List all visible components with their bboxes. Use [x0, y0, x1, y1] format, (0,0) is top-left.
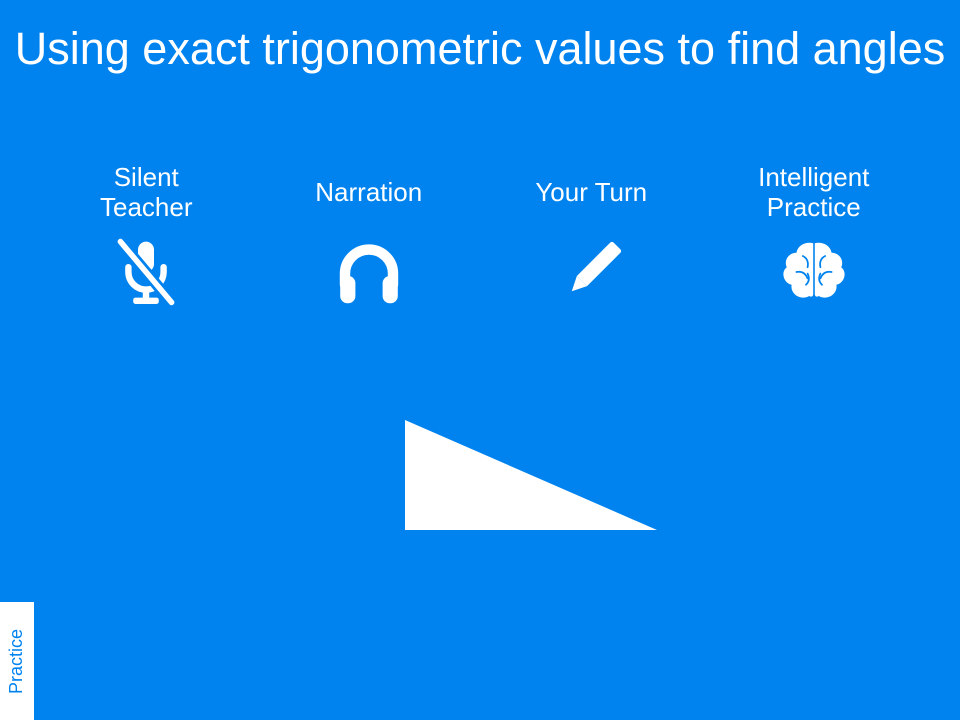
icon-label: Intelligent Practice [758, 162, 869, 224]
mic-muted-icon [106, 232, 186, 312]
icon-label: Your Turn [535, 162, 647, 224]
icon-label: Silent Teacher [100, 162, 193, 224]
icon-label: Narration [315, 162, 422, 224]
practice-tab-label: Practice [7, 628, 28, 693]
brain-icon [774, 232, 854, 312]
triangle-graphic [405, 420, 657, 530]
icon-cell-narration: Narration [258, 162, 481, 312]
icon-cell-silent-teacher: Silent Teacher [35, 162, 258, 312]
pencil-icon [551, 232, 631, 312]
page-title: Using exact trigonometric values to find… [0, 22, 960, 75]
icon-cell-intelligent-practice: Intelligent Practice [703, 162, 926, 312]
icons-row: Silent Teacher Narration Your Turn [0, 162, 960, 312]
slide: Using exact trigonometric values to find… [0, 0, 960, 720]
headphones-icon [329, 232, 409, 312]
practice-tab[interactable]: Practice [0, 602, 34, 720]
icon-cell-your-turn: Your Turn [480, 162, 703, 312]
